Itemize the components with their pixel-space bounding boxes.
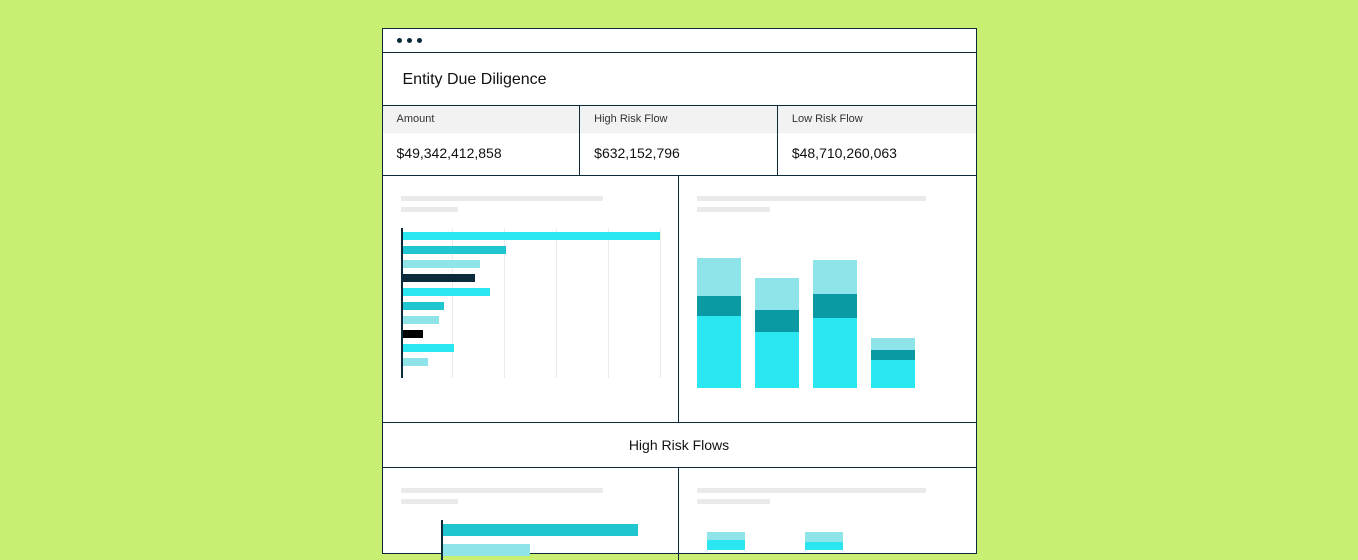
placeholder-line <box>401 488 603 493</box>
chart-title-placeholder <box>697 196 958 212</box>
metric-high-risk-flow: High Risk Flow $632,152,796 <box>580 106 778 175</box>
window-control-minimize-icon[interactable] <box>407 38 412 43</box>
bar-segment <box>871 360 915 388</box>
placeholder-line <box>401 207 458 212</box>
bar <box>403 330 424 338</box>
bar <box>403 316 439 324</box>
placeholder-line <box>697 196 926 201</box>
bar-segment <box>871 338 915 350</box>
bar-segment <box>813 260 857 294</box>
bar-segment <box>805 532 843 542</box>
hbar-chart-panel-2 <box>383 468 680 560</box>
bar-segment <box>697 258 741 296</box>
bar-segment <box>707 532 745 540</box>
chart-title-placeholder <box>401 488 661 504</box>
bar <box>403 232 661 240</box>
bar <box>403 358 429 366</box>
section-header-high-risk-flows: High Risk Flows <box>383 423 976 468</box>
metric-label: High Risk Flow <box>580 106 777 133</box>
bar <box>443 544 530 556</box>
bar-segment <box>813 318 857 388</box>
bar <box>403 344 455 352</box>
metric-label: Amount <box>383 106 580 133</box>
stacked-bar <box>707 532 745 550</box>
bar <box>443 524 639 536</box>
stacked-bar-chart <box>697 228 958 388</box>
vbar-chart-panel-2 <box>679 468 976 560</box>
charts-row-2 <box>383 468 976 560</box>
bar-segment <box>813 294 857 318</box>
window-titlebar <box>383 29 976 53</box>
metric-amount: Amount $49,342,412,858 <box>383 106 581 175</box>
bar <box>403 302 444 310</box>
placeholder-line <box>697 499 770 504</box>
charts-row-1 <box>383 176 976 423</box>
bar-segment <box>755 278 799 310</box>
stacked-bar <box>813 260 857 388</box>
bar <box>403 260 480 268</box>
stacked-bar <box>697 258 741 388</box>
bar-segment <box>697 316 741 388</box>
bar-segment <box>755 310 799 332</box>
metric-value: $48,710,260,063 <box>778 133 976 175</box>
stacked-bar <box>805 532 843 550</box>
bar-segment <box>871 350 915 360</box>
bar-group <box>443 524 661 556</box>
vbar-chart-panel <box>679 176 976 422</box>
metric-value: $49,342,412,858 <box>383 133 580 175</box>
page-title: Entity Due Diligence <box>383 53 976 106</box>
placeholder-line <box>697 207 770 212</box>
bar-group <box>403 232 661 366</box>
metrics-row: Amount $49,342,412,858 High Risk Flow $6… <box>383 106 976 176</box>
stacked-bar <box>871 338 915 388</box>
chart-gridline <box>660 228 661 378</box>
stacked-bar <box>755 278 799 388</box>
app-window: Entity Due Diligence Amount $49,342,412,… <box>382 28 977 554</box>
horizontal-bar-chart <box>401 228 661 378</box>
metric-low-risk-flow: Low Risk Flow $48,710,260,063 <box>778 106 976 175</box>
window-control-zoom-icon[interactable] <box>417 38 422 43</box>
window-control-close-icon[interactable] <box>397 38 402 43</box>
bar <box>403 288 491 296</box>
bar-segment <box>697 296 741 316</box>
bar <box>403 246 506 254</box>
horizontal-bar-chart <box>401 520 661 560</box>
hbar-chart-panel <box>383 176 680 422</box>
bar-segment <box>805 542 843 550</box>
bar-segment <box>755 332 799 388</box>
metric-label: Low Risk Flow <box>778 106 976 133</box>
placeholder-line <box>401 499 458 504</box>
bar-segment <box>707 540 745 550</box>
stacked-bar-chart <box>697 520 958 550</box>
chart-title-placeholder <box>697 488 958 504</box>
placeholder-line <box>697 488 926 493</box>
bar <box>403 274 475 282</box>
metric-value: $632,152,796 <box>580 133 777 175</box>
placeholder-line <box>401 196 603 201</box>
chart-title-placeholder <box>401 196 661 212</box>
